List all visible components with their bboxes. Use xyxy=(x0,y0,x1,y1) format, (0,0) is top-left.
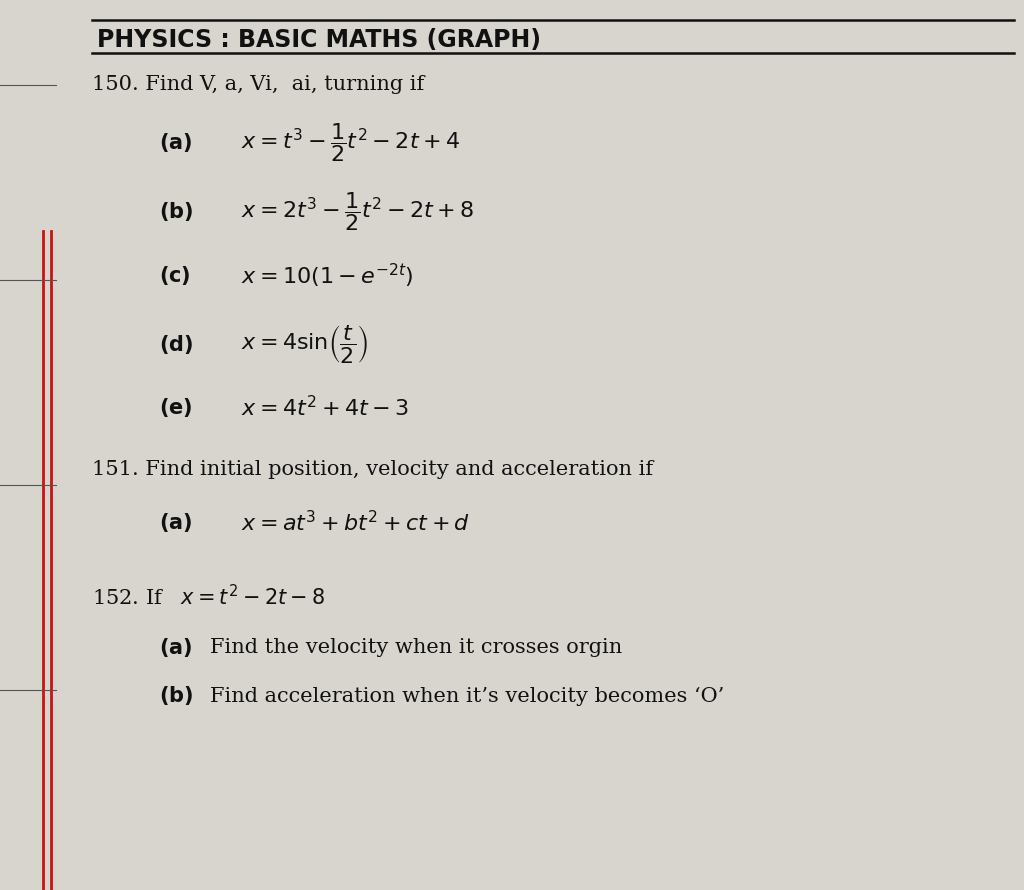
Text: $\mathbf{(d)}$: $\mathbf{(d)}$ xyxy=(159,333,193,356)
Text: 150. Find V, a, Vi,  ai, turning if: 150. Find V, a, Vi, ai, turning if xyxy=(92,75,424,94)
Text: Find the velocity when it crosses orgin: Find the velocity when it crosses orgin xyxy=(210,638,623,658)
Text: $\mathbf{(a)}$: $\mathbf{(a)}$ xyxy=(159,131,193,154)
Text: $\mathbf{(e)}$: $\mathbf{(e)}$ xyxy=(159,396,193,419)
Text: $\mathbf{(a)}$: $\mathbf{(a)}$ xyxy=(159,511,193,534)
Text: 152. If   $x = t^2 - 2t - 8$: 152. If $x = t^2 - 2t - 8$ xyxy=(92,584,325,609)
Text: $x = 2t^3 - \dfrac{1}{2}t^2 - 2t + 8$: $x = 2t^3 - \dfrac{1}{2}t^2 - 2t + 8$ xyxy=(241,190,473,233)
Text: $\mathbf{(b)}$: $\mathbf{(b)}$ xyxy=(159,200,193,223)
Text: $x = 10(1 - e^{-2t})$: $x = 10(1 - e^{-2t})$ xyxy=(241,262,414,290)
Text: $\mathbf{(a)}$: $\mathbf{(a)}$ xyxy=(159,636,193,659)
Text: $x = t^3 - \dfrac{1}{2}t^2 - 2t + 4$: $x = t^3 - \dfrac{1}{2}t^2 - 2t + 4$ xyxy=(241,121,460,164)
Text: PHYSICS : BASIC MATHS (GRAPH): PHYSICS : BASIC MATHS (GRAPH) xyxy=(97,28,542,52)
Text: $x = 4\sin\!\left(\dfrac{t}{2}\right)$: $x = 4\sin\!\left(\dfrac{t}{2}\right)$ xyxy=(241,323,369,366)
Text: 151. Find initial position, velocity and acceleration if: 151. Find initial position, velocity and… xyxy=(92,459,653,479)
Text: $x = at^3 + bt^2 + ct + d$: $x = at^3 + bt^2 + ct + d$ xyxy=(241,510,470,535)
Text: Find acceleration when it’s velocity becomes ‘O’: Find acceleration when it’s velocity bec… xyxy=(210,686,724,706)
Text: $x = 4t^2 + 4t - 3$: $x = 4t^2 + 4t - 3$ xyxy=(241,395,409,420)
Text: $\mathbf{(b)}$: $\mathbf{(b)}$ xyxy=(159,684,193,708)
Text: $\mathbf{(c)}$: $\mathbf{(c)}$ xyxy=(159,264,190,287)
